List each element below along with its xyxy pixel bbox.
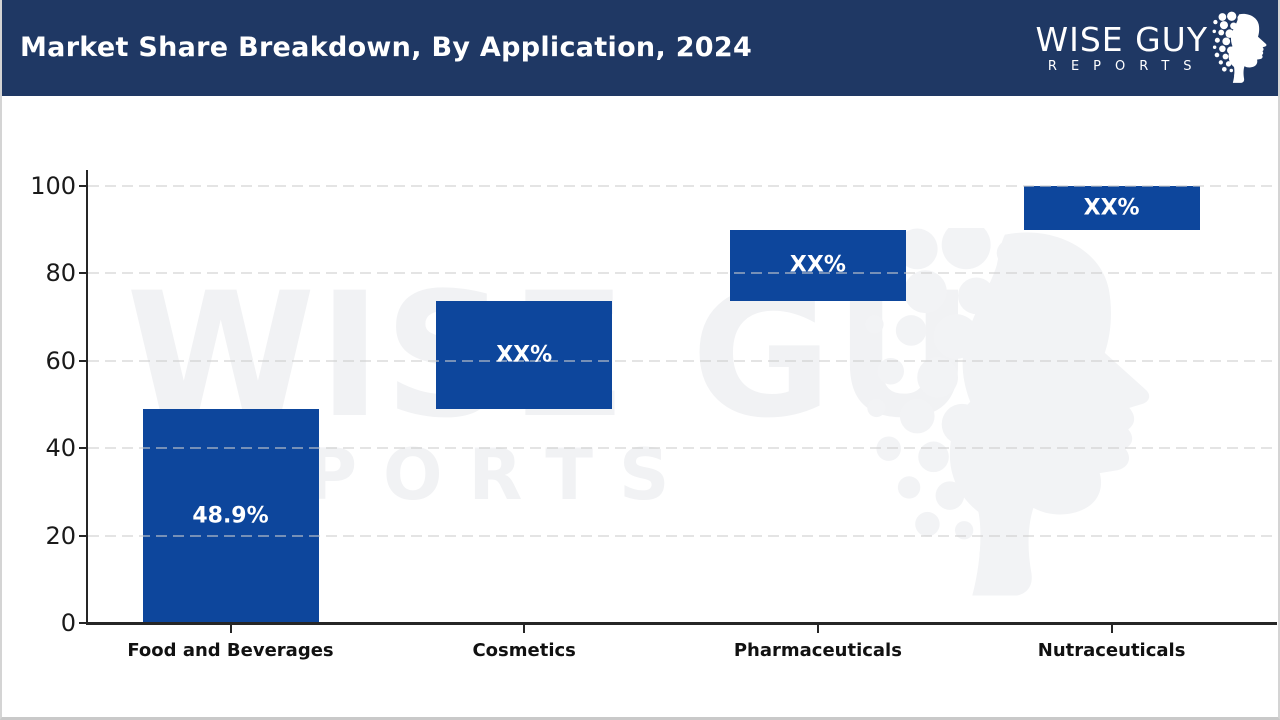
x-category-label: Nutraceuticals xyxy=(1037,640,1186,661)
bar-cosmetics xyxy=(436,301,613,409)
gridline-100 xyxy=(88,185,1277,187)
y-tick-mark xyxy=(79,359,87,362)
y-tick-label: 100 xyxy=(30,172,76,200)
y-tick-mark xyxy=(79,185,87,187)
bar-value-label: 48.9% xyxy=(192,503,269,529)
y-tick-label: 40 xyxy=(45,434,76,463)
x-category-label: Cosmetics xyxy=(472,640,576,661)
gridline-80 xyxy=(88,272,1277,275)
y-tick-mark xyxy=(79,272,87,275)
x-category-label: Pharmaceuticals xyxy=(733,640,902,661)
gridline-40 xyxy=(88,447,1277,450)
y-tick-mark xyxy=(79,622,87,624)
y-tick-label: 60 xyxy=(45,346,76,375)
gridline-60 xyxy=(88,359,1277,362)
gridline-20 xyxy=(88,534,1277,537)
bar-value-label: XX% xyxy=(789,252,846,278)
brand-name-text: WISE GUY xyxy=(1035,19,1208,59)
y-tick-label: 80 xyxy=(45,259,76,288)
bar-value-label: XX% xyxy=(1083,195,1140,221)
y-tick-label: 20 xyxy=(45,521,76,550)
bar-nutraceuticals xyxy=(1023,186,1200,230)
y-tick-mark xyxy=(79,447,87,450)
y-tick-mark xyxy=(79,534,87,537)
header-band: Market Share Breakdown, By Application, … xyxy=(0,0,1280,96)
page-title: Market Share Breakdown, By Application, … xyxy=(20,31,753,63)
y-axis-line xyxy=(86,170,88,625)
bar-pharmaceuticals xyxy=(729,229,906,301)
x-tick-mark xyxy=(1110,625,1113,633)
brand-sub-text: REPORTS xyxy=(1047,59,1206,75)
x-axis-line xyxy=(86,622,1277,625)
bar-value-label: XX% xyxy=(496,342,553,368)
y-tick-label: 0 xyxy=(60,609,76,637)
x-tick-mark xyxy=(523,625,526,633)
x-category-label: Food and Beverages xyxy=(127,640,334,661)
x-tick-mark xyxy=(816,625,819,633)
x-tick-mark xyxy=(229,625,232,633)
brand-face-icon xyxy=(1210,7,1270,89)
brand-wordmark: WISE GUY REPORTS xyxy=(1035,19,1208,75)
bar-food-and-beverages xyxy=(142,409,319,623)
brand-logo: WISE GUY REPORTS xyxy=(1035,4,1270,92)
